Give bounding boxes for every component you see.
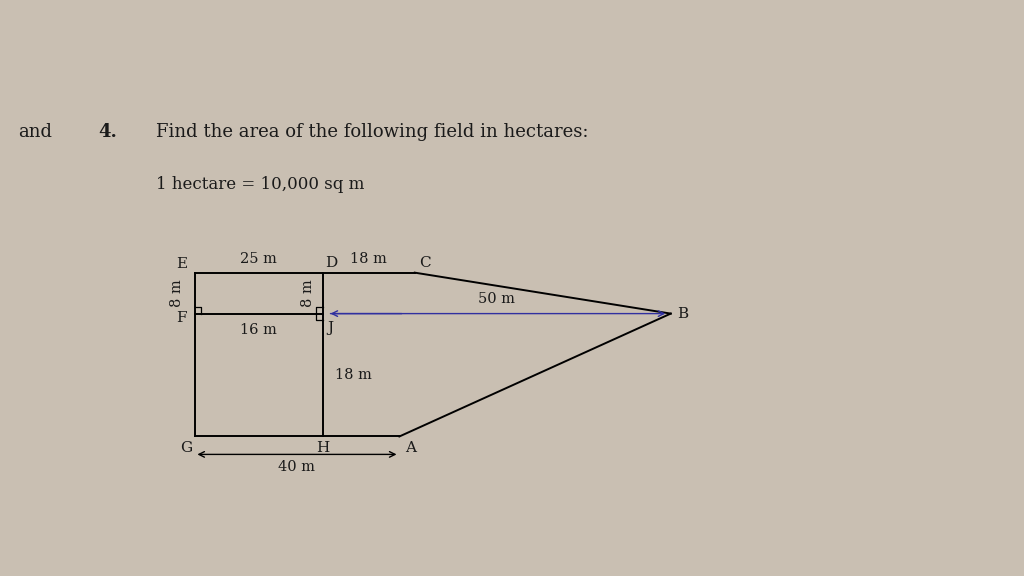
Text: G: G xyxy=(180,441,193,454)
Text: 18 m: 18 m xyxy=(350,252,387,267)
Text: 16 m: 16 m xyxy=(240,323,278,337)
Text: and: and xyxy=(17,123,52,142)
Text: D: D xyxy=(326,256,337,270)
Text: Find the area of the following field in hectares:: Find the area of the following field in … xyxy=(156,123,589,142)
Text: 8 m: 8 m xyxy=(301,279,315,307)
Text: H: H xyxy=(316,441,329,454)
Text: E: E xyxy=(176,257,186,271)
Text: A: A xyxy=(406,441,417,454)
Text: J: J xyxy=(328,321,334,335)
Text: 1 hectare = 10,000 sq m: 1 hectare = 10,000 sq m xyxy=(156,176,365,193)
Text: 8 m: 8 m xyxy=(170,279,183,307)
Text: 4.: 4. xyxy=(98,123,117,142)
Text: 40 m: 40 m xyxy=(279,460,315,473)
Text: B: B xyxy=(677,306,688,321)
Text: 50 m: 50 m xyxy=(478,292,515,306)
Text: F: F xyxy=(176,311,186,325)
Text: 18 m: 18 m xyxy=(336,368,373,382)
Text: 25 m: 25 m xyxy=(240,252,278,267)
Text: C: C xyxy=(419,256,430,270)
